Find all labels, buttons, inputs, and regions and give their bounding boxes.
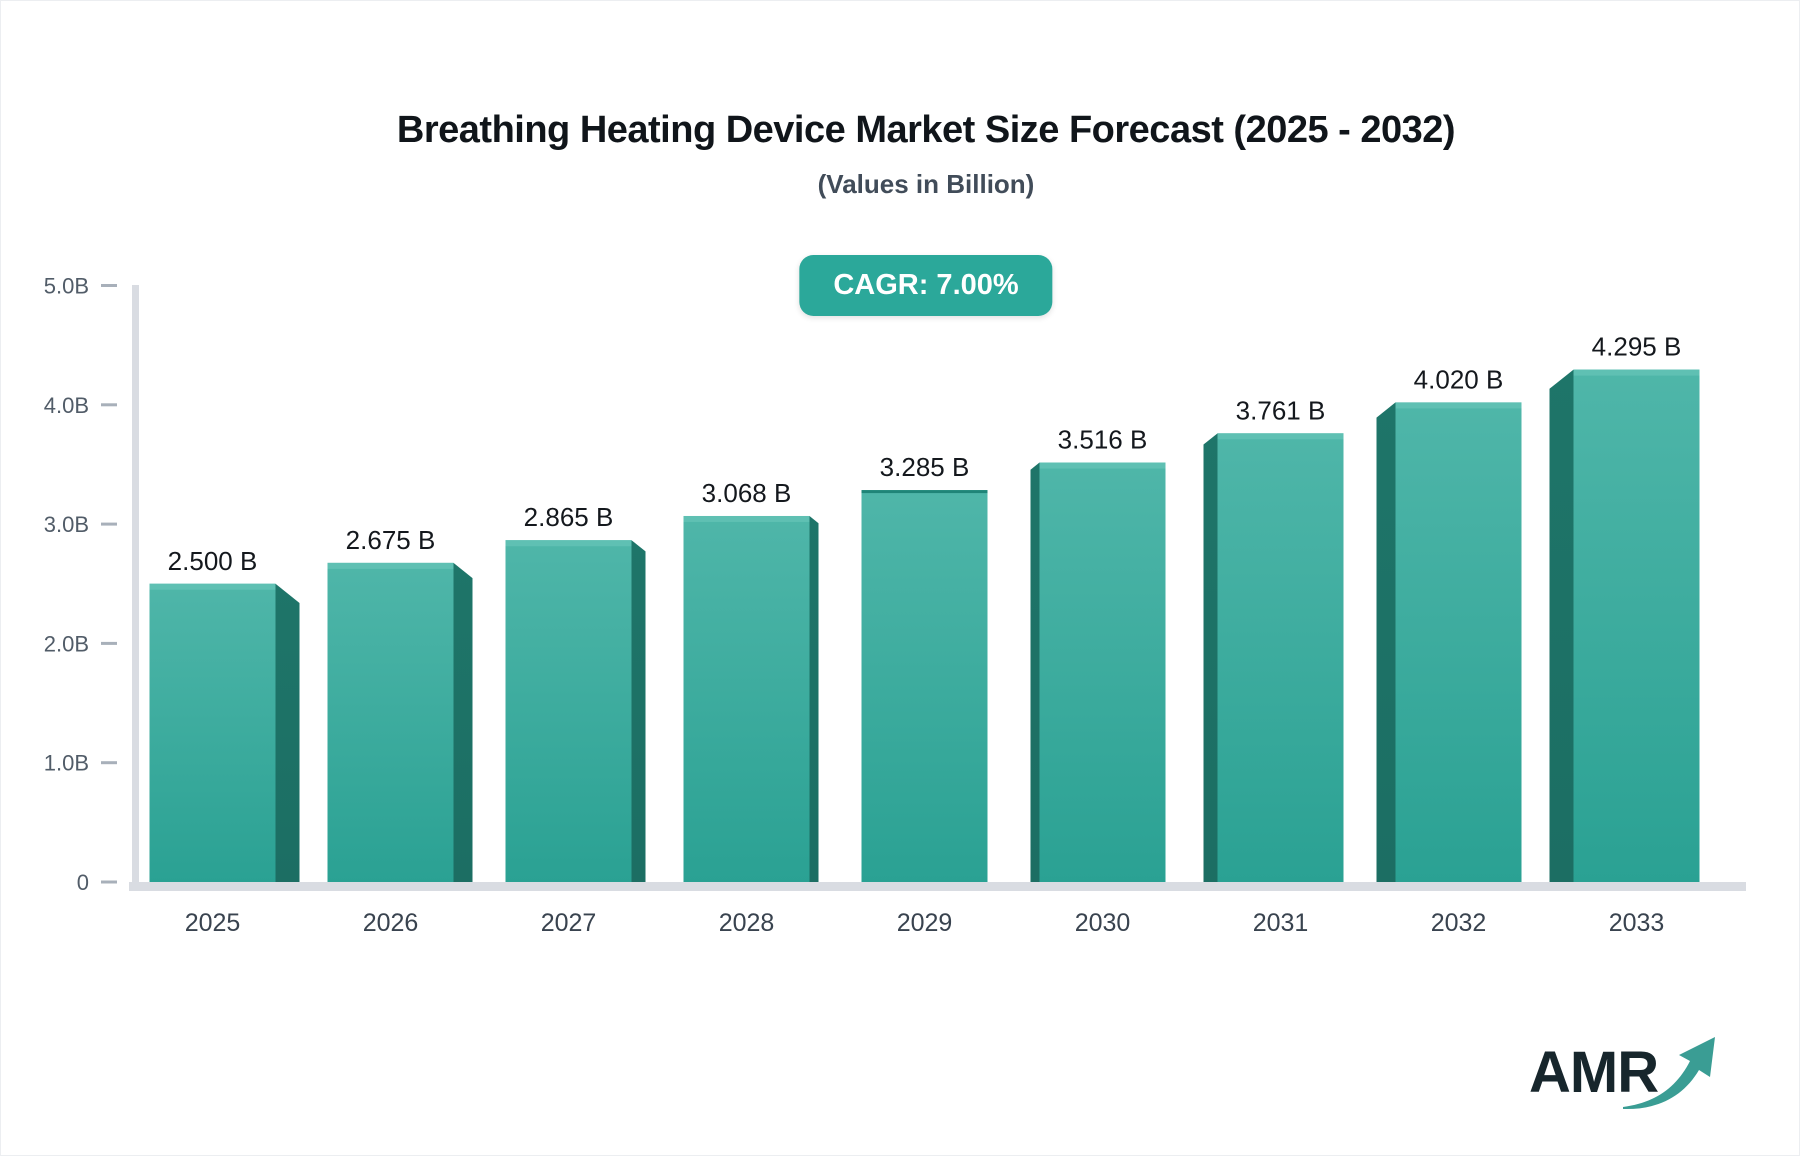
x-axis-label: 2028	[719, 909, 775, 937]
y-tick	[101, 284, 117, 287]
bar-top-face	[1217, 433, 1344, 440]
bar-value-label: 4.295 B	[1592, 332, 1682, 362]
bar-group-2027: 2.865 B 2027	[505, 502, 646, 937]
bar-top-face	[505, 540, 632, 547]
logo-arrow-icon	[1623, 1037, 1715, 1110]
bar-value-label: 3.761 B	[1236, 395, 1326, 425]
amr-logo-text: AMR	[1529, 1040, 1659, 1105]
amr-logo: AMR	[1529, 1037, 1729, 1119]
y-axis-line	[132, 285, 139, 890]
bar-value-label: 2.865 B	[524, 502, 614, 532]
bar-side	[453, 562, 473, 884]
bar-side	[1549, 369, 1574, 884]
x-axis-label: 2031	[1253, 909, 1309, 937]
bar-side	[275, 583, 300, 884]
bar-front	[1573, 369, 1700, 884]
bar-group-2030: 3.516 B 2030	[1030, 425, 1166, 937]
y-tick-label: 5.0B	[44, 274, 89, 299]
bar-value-label: 3.516 B	[1058, 425, 1148, 455]
bar-group-2025: 2.500 B 2025	[149, 546, 300, 937]
bar-top-face	[1039, 462, 1166, 469]
bar-group-2028: 3.068 B 2028	[683, 478, 819, 937]
bar-top-face	[149, 583, 276, 590]
bar-top-face	[1395, 402, 1522, 409]
bar-top-face	[1573, 369, 1700, 376]
chart-subtitle: (Values in Billion)	[817, 169, 1035, 199]
bar-front	[1395, 402, 1522, 884]
x-axis-label: 2029	[897, 909, 953, 937]
bar-group-2032: 4.020 B 2032	[1376, 364, 1522, 937]
bar-group-2033: 4.295 B 2033	[1549, 332, 1700, 937]
bar-side	[809, 515, 819, 884]
bar-side	[1203, 433, 1218, 884]
x-axis-line	[129, 882, 1746, 891]
y-tick	[101, 761, 117, 765]
bar-side	[631, 540, 646, 884]
y-tick-label: 4.0B	[44, 393, 89, 418]
bar-front	[327, 562, 454, 884]
bar-top-face	[683, 515, 810, 522]
y-tick	[101, 403, 117, 407]
x-axis-label: 2030	[1075, 909, 1131, 937]
y-tick-label: 2.0B	[44, 631, 89, 656]
bar-value-label: 2.675 B	[346, 525, 436, 555]
y-tick	[101, 880, 117, 884]
chart-title: Breathing Heating Device Market Size For…	[396, 109, 1456, 151]
bar-top-face	[327, 562, 454, 569]
x-axis-label: 2033	[1609, 909, 1665, 937]
bar-front	[149, 583, 276, 884]
bar-value-label: 4.020 B	[1414, 364, 1504, 394]
y-tick-label: 3.0B	[44, 512, 89, 537]
bar-top-line	[861, 490, 988, 494]
x-axis-label: 2025	[185, 909, 241, 937]
bar-front	[1217, 433, 1344, 884]
bar-group-2029: 3.285 B 2029	[861, 452, 988, 937]
bar-value-label: 2.500 B	[168, 546, 258, 576]
y-tick-label: 1.0B	[44, 751, 89, 776]
bar-value-label: 3.068 B	[702, 478, 792, 508]
bar-side	[1376, 402, 1396, 884]
bar-value-label: 3.285 B	[880, 452, 970, 482]
cagr-badge: CAGR: 7.00%	[799, 255, 1053, 316]
bar-group-2026: 2.675 B 2026	[327, 525, 473, 937]
bar-group-2031: 3.761 B 2031	[1203, 395, 1344, 937]
x-axis-label: 2032	[1431, 909, 1487, 937]
bar-front	[861, 490, 988, 884]
y-tick	[101, 641, 117, 645]
bar-side	[1030, 462, 1040, 884]
y-tick-label: 0	[77, 870, 89, 895]
bar-front	[505, 540, 632, 884]
bar-front	[1039, 462, 1166, 884]
bar-front	[683, 515, 810, 884]
x-axis-label: 2026	[363, 909, 419, 937]
y-tick	[101, 522, 117, 526]
x-axis-label: 2027	[541, 909, 597, 937]
